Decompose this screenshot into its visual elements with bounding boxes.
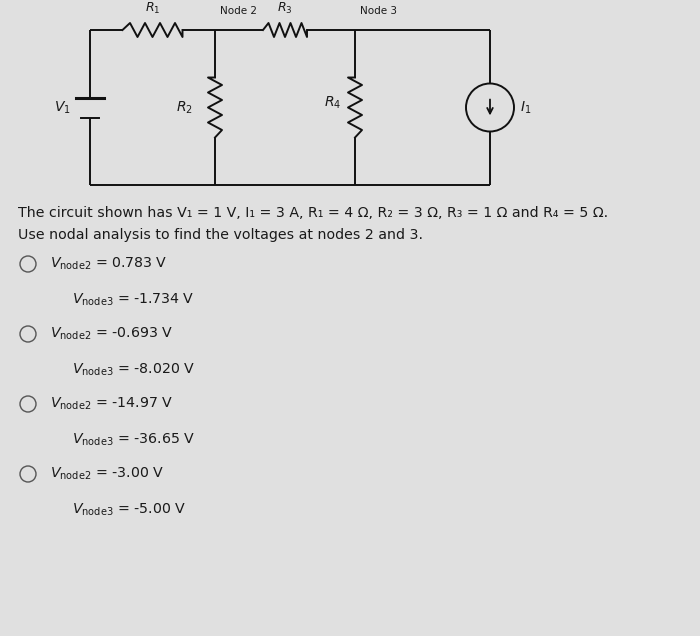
Text: $V_1$: $V_1$ [54,99,71,116]
Text: The circuit shown has V₁ = 1 V, I₁ = 3 A, R₁ = 4 Ω, R₂ = 3 Ω, R₃ = 1 Ω and R₄ = : The circuit shown has V₁ = 1 V, I₁ = 3 A… [18,206,608,220]
Text: Use nodal analysis to find the voltages at nodes 2 and 3.: Use nodal analysis to find the voltages … [18,228,423,242]
Text: $R_4$: $R_4$ [324,94,341,111]
Text: $R_1$: $R_1$ [145,1,160,16]
Text: $V_{\mathregular{node2}}$ = 0.783 V: $V_{\mathregular{node2}}$ = 0.783 V [50,256,167,272]
Text: $V_{\mathregular{node2}}$ = -0.693 V: $V_{\mathregular{node2}}$ = -0.693 V [50,326,174,342]
Text: Node 2: Node 2 [220,6,257,16]
Text: $V_{\mathregular{node3}}$ = -8.020 V: $V_{\mathregular{node3}}$ = -8.020 V [72,362,195,378]
Text: $V_{\mathregular{node3}}$ = -5.00 V: $V_{\mathregular{node3}}$ = -5.00 V [72,502,186,518]
Text: $R_3$: $R_3$ [277,1,293,16]
Text: Node 3: Node 3 [360,6,397,16]
Text: $V_{\mathregular{node2}}$ = -3.00 V: $V_{\mathregular{node2}}$ = -3.00 V [50,466,164,482]
Text: $V_{\mathregular{node2}}$ = -14.97 V: $V_{\mathregular{node2}}$ = -14.97 V [50,396,174,412]
Text: $V_{\mathregular{node3}}$ = -1.734 V: $V_{\mathregular{node3}}$ = -1.734 V [72,292,195,308]
Text: $I_1$: $I_1$ [520,99,531,116]
Text: $V_{\mathregular{node3}}$ = -36.65 V: $V_{\mathregular{node3}}$ = -36.65 V [72,432,195,448]
Text: $R_2$: $R_2$ [176,99,193,116]
